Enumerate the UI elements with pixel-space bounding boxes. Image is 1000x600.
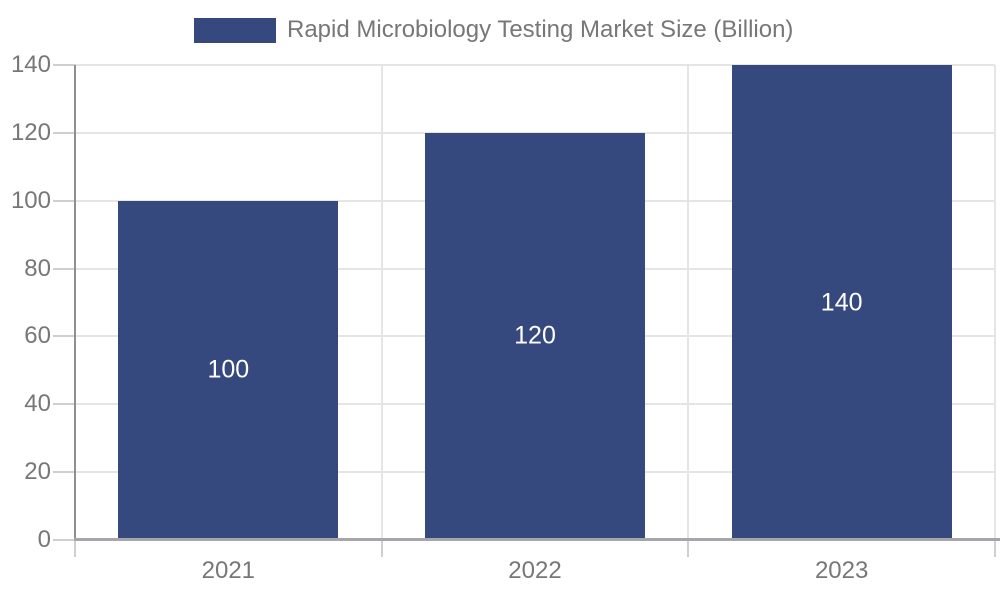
v-gridline (687, 65, 690, 540)
plot-area: 0 20 40 60 80 100 120 140 100 2021 120 2022 140 2023 (11, 51, 1000, 584)
bar-2023 (731, 65, 952, 540)
bar-value-label: 140 (820, 288, 863, 316)
legend-swatch (194, 17, 276, 43)
y-axis-tick (53, 199, 75, 202)
v-gridline (380, 65, 383, 540)
h-gridline (75, 64, 995, 66)
bar-2021 (118, 200, 339, 540)
y-axis-tick (53, 267, 75, 270)
legend-label: Rapid Microbiology Testing Market Size (… (287, 16, 794, 43)
x-axis-tick (380, 540, 383, 557)
x-tick-label: 2021 (201, 557, 256, 584)
y-tick-label: 100 (10, 186, 51, 214)
y-tick-label: 140 (10, 51, 51, 78)
y-axis-tick (53, 131, 75, 134)
chart-legend: Rapid Microbiology Testing Market Size (… (194, 16, 793, 44)
x-tick-label: 2023 (814, 557, 869, 584)
x-tick-label: 2022 (508, 557, 562, 584)
y-axis-tick (53, 335, 75, 338)
y-tick-label: 40 (24, 390, 51, 418)
bar-value-label: 100 (207, 355, 250, 384)
y-tick-label: 80 (24, 254, 51, 282)
y-axis-tick (53, 64, 75, 66)
x-axis-tick (74, 540, 76, 557)
y-tick-label: 60 (24, 322, 51, 350)
v-gridline (994, 65, 996, 540)
y-tick-label: 0 (37, 526, 51, 553)
y-axis-tick (53, 539, 75, 541)
x-axis-line (74, 538, 1000, 541)
y-tick-label: 20 (24, 458, 51, 486)
h-gridline (75, 131, 995, 134)
y-axis-line (74, 65, 76, 540)
x-axis-tick (687, 540, 690, 557)
bar-value-label: 120 (514, 321, 556, 350)
y-tick-label: 120 (10, 118, 51, 146)
x-axis-tick (994, 540, 996, 557)
y-axis-tick (53, 471, 75, 474)
bar-2022 (425, 132, 645, 540)
y-axis-tick (53, 403, 75, 406)
